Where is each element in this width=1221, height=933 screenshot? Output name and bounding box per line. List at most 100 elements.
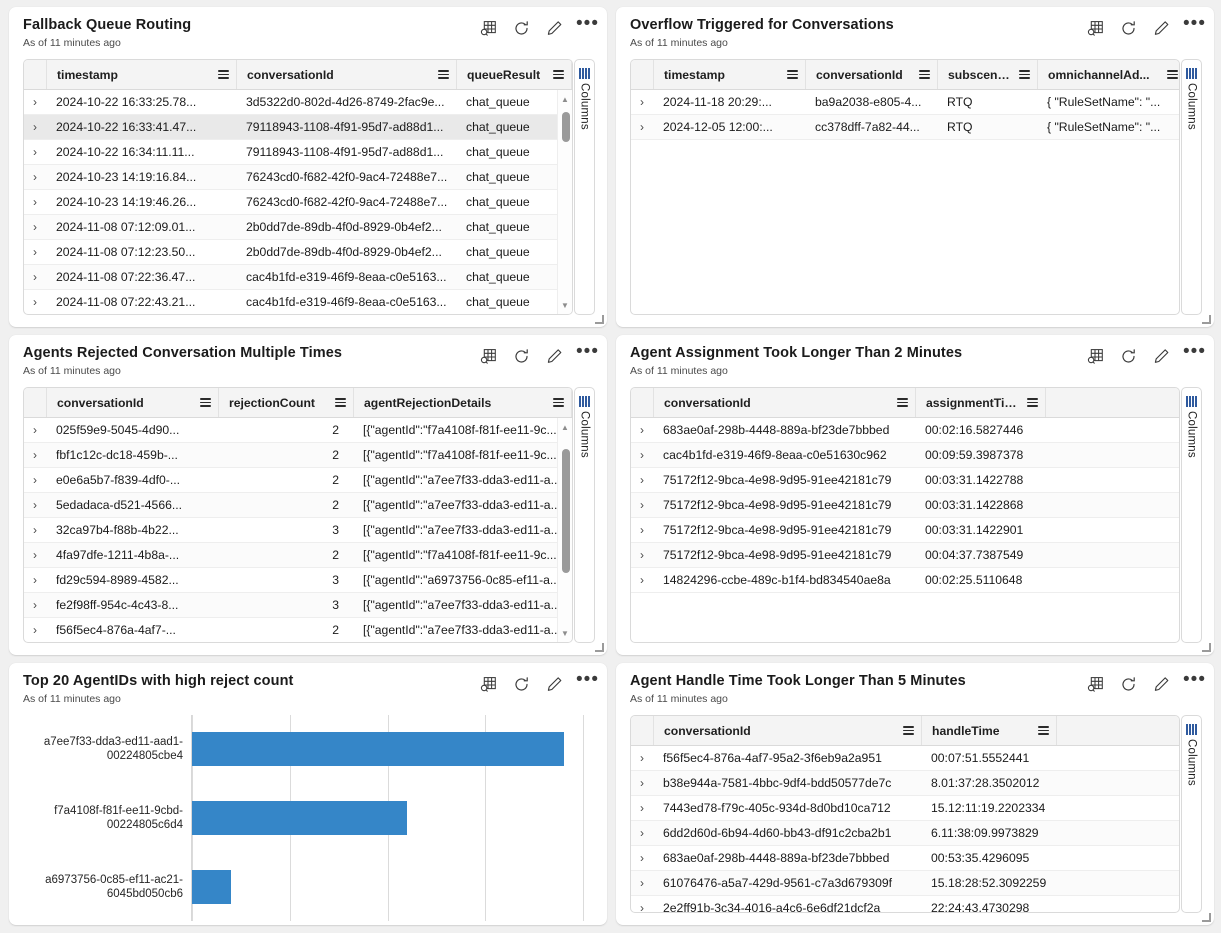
column-menu-icon[interactable]: [553, 70, 564, 79]
column-header-conversationId[interactable]: conversationId: [46, 388, 218, 417]
row-expand-chevron-icon[interactable]: ›: [640, 523, 644, 537]
row-expand-chevron-icon[interactable]: ›: [640, 851, 644, 865]
columns-flyout-tab[interactable]: Columns: [1181, 59, 1202, 315]
column-header-conversationId[interactable]: conversationId: [653, 388, 915, 417]
row-expand-chevron-icon[interactable]: ›: [33, 195, 37, 209]
table-row[interactable]: › fd29c594-8989-4582... 3 [{"agentId":"a697…: [24, 568, 557, 593]
column-header-timestamp[interactable]: timestamp: [46, 60, 236, 89]
table-row[interactable]: › 2024-10-23 14:19:16.84... 76243cd0-f682-…: [24, 165, 557, 190]
table-row[interactable]: › 32ca97b4-f88b-4b22... 3 [{"agentId":"a7ee…: [24, 518, 557, 543]
grid-vertical-scrollbar[interactable]: ▲ ▼: [557, 90, 572, 314]
column-header-assignmentTime[interactable]: assignmentTime: [915, 388, 1045, 417]
column-header-conversationId[interactable]: conversationId: [805, 60, 937, 89]
edit-pencil-icon[interactable]: [545, 675, 564, 694]
row-expand-chevron-icon[interactable]: ›: [33, 523, 37, 537]
row-expand-chevron-icon[interactable]: ›: [640, 776, 644, 790]
row-expand-chevron-icon[interactable]: ›: [33, 623, 37, 637]
query-grid-icon[interactable]: [479, 19, 498, 38]
scroll-down-arrow-icon[interactable]: ▼: [561, 300, 569, 310]
columns-flyout-tab[interactable]: Columns: [1181, 387, 1202, 643]
row-expand-chevron-icon[interactable]: ›: [33, 448, 37, 462]
table-row[interactable]: › 683ae0af-298b-4448-889a-bf23de7bbbed 00:…: [631, 418, 1179, 443]
column-menu-icon[interactable]: [787, 70, 798, 79]
row-expand-chevron-icon[interactable]: ›: [640, 498, 644, 512]
query-grid-icon[interactable]: [1086, 675, 1105, 694]
column-menu-icon[interactable]: [1038, 726, 1049, 735]
edit-pencil-icon[interactable]: [1152, 347, 1171, 366]
table-row[interactable]: › 6dd2d60d-6b94-4d60-bb43-df91c2cba2b1 6.1…: [631, 821, 1179, 846]
column-menu-icon[interactable]: [897, 398, 908, 407]
column-header-agentRejectionDetails[interactable]: agentRejectionDetails: [353, 388, 571, 417]
refresh-icon[interactable]: [512, 347, 531, 366]
table-row[interactable]: › 683ae0af-298b-4448-889a-bf23de7bbbed 00:…: [631, 846, 1179, 871]
row-expand-chevron-icon[interactable]: ›: [640, 751, 644, 765]
row-expand-chevron-icon[interactable]: ›: [33, 145, 37, 159]
table-row[interactable]: › 7443ed78-f79c-405c-934d-8d0bd10ca712 15.…: [631, 796, 1179, 821]
column-header-queueResult[interactable]: queueResult: [456, 60, 571, 89]
chart-bar[interactable]: [192, 732, 564, 767]
refresh-icon[interactable]: [1119, 19, 1138, 38]
table-row[interactable]: › 5edadaca-d521-4566... 2 [{"agentId":"a7ee…: [24, 493, 557, 518]
table-row[interactable]: › 2024-10-22 16:33:41.47... 79118943-1108-…: [24, 115, 557, 140]
table-row[interactable]: › 2024-11-08 07:12:23.50... 2b0dd7de-89db-…: [24, 240, 557, 265]
column-menu-icon[interactable]: [218, 70, 229, 79]
columns-flyout-tab[interactable]: Columns: [1181, 715, 1202, 913]
more-options-icon[interactable]: •••: [1183, 341, 1206, 362]
columns-flyout-tab[interactable]: Columns: [574, 387, 595, 643]
column-menu-icon[interactable]: [1027, 398, 1038, 407]
table-row[interactable]: › 4fa97dfe-1211-4b8a-... 2 [{"agentId":"f7a…: [24, 543, 557, 568]
column-header-omnichannelAd[interactable]: omnichannelAd...: [1037, 60, 1179, 89]
columns-flyout-tab[interactable]: Columns: [574, 59, 595, 315]
row-expand-chevron-icon[interactable]: ›: [33, 423, 37, 437]
scrollbar-thumb[interactable]: [561, 449, 570, 573]
tile-resize-handle[interactable]: [593, 641, 604, 652]
column-menu-icon[interactable]: [200, 398, 211, 407]
table-row[interactable]: › 75172f12-9bca-4e98-9d95-91ee42181c79 00:…: [631, 543, 1179, 568]
refresh-icon[interactable]: [1119, 675, 1138, 694]
column-header-timestamp[interactable]: timestamp: [653, 60, 805, 89]
table-row[interactable]: › 75172f12-9bca-4e98-9d95-91ee42181c79 00:…: [631, 468, 1179, 493]
column-header-conversationId[interactable]: conversationId: [653, 716, 921, 745]
row-expand-chevron-icon[interactable]: ›: [640, 801, 644, 815]
row-expand-chevron-icon[interactable]: ›: [33, 498, 37, 512]
column-header-rejectionCount[interactable]: rejectionCount: [218, 388, 353, 417]
table-row[interactable]: › 025f59e9-5045-4d90... 2 [{"agentId":"f7a4…: [24, 418, 557, 443]
query-grid-icon[interactable]: [1086, 347, 1105, 366]
table-row[interactable]: › fe2f98ff-954c-4c43-8... 3 [{"agentId":"a7…: [24, 593, 557, 618]
tile-resize-handle[interactable]: [1200, 641, 1211, 652]
column-menu-icon[interactable]: [1167, 70, 1178, 79]
column-menu-icon[interactable]: [919, 70, 930, 79]
scroll-up-arrow-icon[interactable]: ▲: [561, 94, 569, 104]
row-expand-chevron-icon[interactable]: ›: [33, 473, 37, 487]
column-menu-icon[interactable]: [438, 70, 449, 79]
table-row[interactable]: › 2024-11-08 07:12:09.01... 2b0dd7de-89db-…: [24, 215, 557, 240]
tile-resize-handle[interactable]: [1200, 313, 1211, 324]
edit-pencil-icon[interactable]: [545, 347, 564, 366]
table-row[interactable]: › 75172f12-9bca-4e98-9d95-91ee42181c79 00:…: [631, 493, 1179, 518]
row-expand-chevron-icon[interactable]: ›: [640, 95, 644, 109]
table-row[interactable]: › 2e2ff91b-3c34-4016-a4c6-6e6df21dcf2a 22:…: [631, 896, 1179, 912]
column-header-handleTime[interactable]: handleTime: [921, 716, 1056, 745]
more-options-icon[interactable]: •••: [576, 341, 599, 362]
table-row[interactable]: › 2024-10-22 16:33:25.78... 3d5322d0-802d-…: [24, 90, 557, 115]
table-row[interactable]: › fbf1c12c-dc18-459b-... 2 [{"agentId":"f7a…: [24, 443, 557, 468]
row-expand-chevron-icon[interactable]: ›: [33, 548, 37, 562]
refresh-icon[interactable]: [1119, 347, 1138, 366]
table-row[interactable]: › 2024-11-08 07:22:36.47... cac4b1fd-e319-…: [24, 265, 557, 290]
row-expand-chevron-icon[interactable]: ›: [33, 170, 37, 184]
table-row[interactable]: › 2024-10-23 14:19:46.26... 76243cd0-f682-…: [24, 190, 557, 215]
more-options-icon[interactable]: •••: [1183, 669, 1206, 690]
row-expand-chevron-icon[interactable]: ›: [33, 573, 37, 587]
row-expand-chevron-icon[interactable]: ›: [640, 120, 644, 134]
table-row[interactable]: › 2024-11-08 07:22:43.21... cac4b1fd-e319-…: [24, 290, 557, 314]
scrollbar-thumb[interactable]: [561, 112, 570, 142]
row-expand-chevron-icon[interactable]: ›: [33, 95, 37, 109]
column-menu-icon[interactable]: [1019, 70, 1030, 79]
chart-bar[interactable]: [192, 801, 408, 835]
column-header-subscenario[interactable]: subscenario: [937, 60, 1037, 89]
table-row[interactable]: › cac4b1fd-e319-46f9-8eaa-c0e51630c962 00:…: [631, 443, 1179, 468]
row-expand-chevron-icon[interactable]: ›: [640, 573, 644, 587]
table-row[interactable]: › f56f5ec4-876a-4af7-... 2 [{"agentId":"a7e…: [24, 618, 557, 642]
row-expand-chevron-icon[interactable]: ›: [640, 423, 644, 437]
row-expand-chevron-icon[interactable]: ›: [640, 901, 644, 912]
